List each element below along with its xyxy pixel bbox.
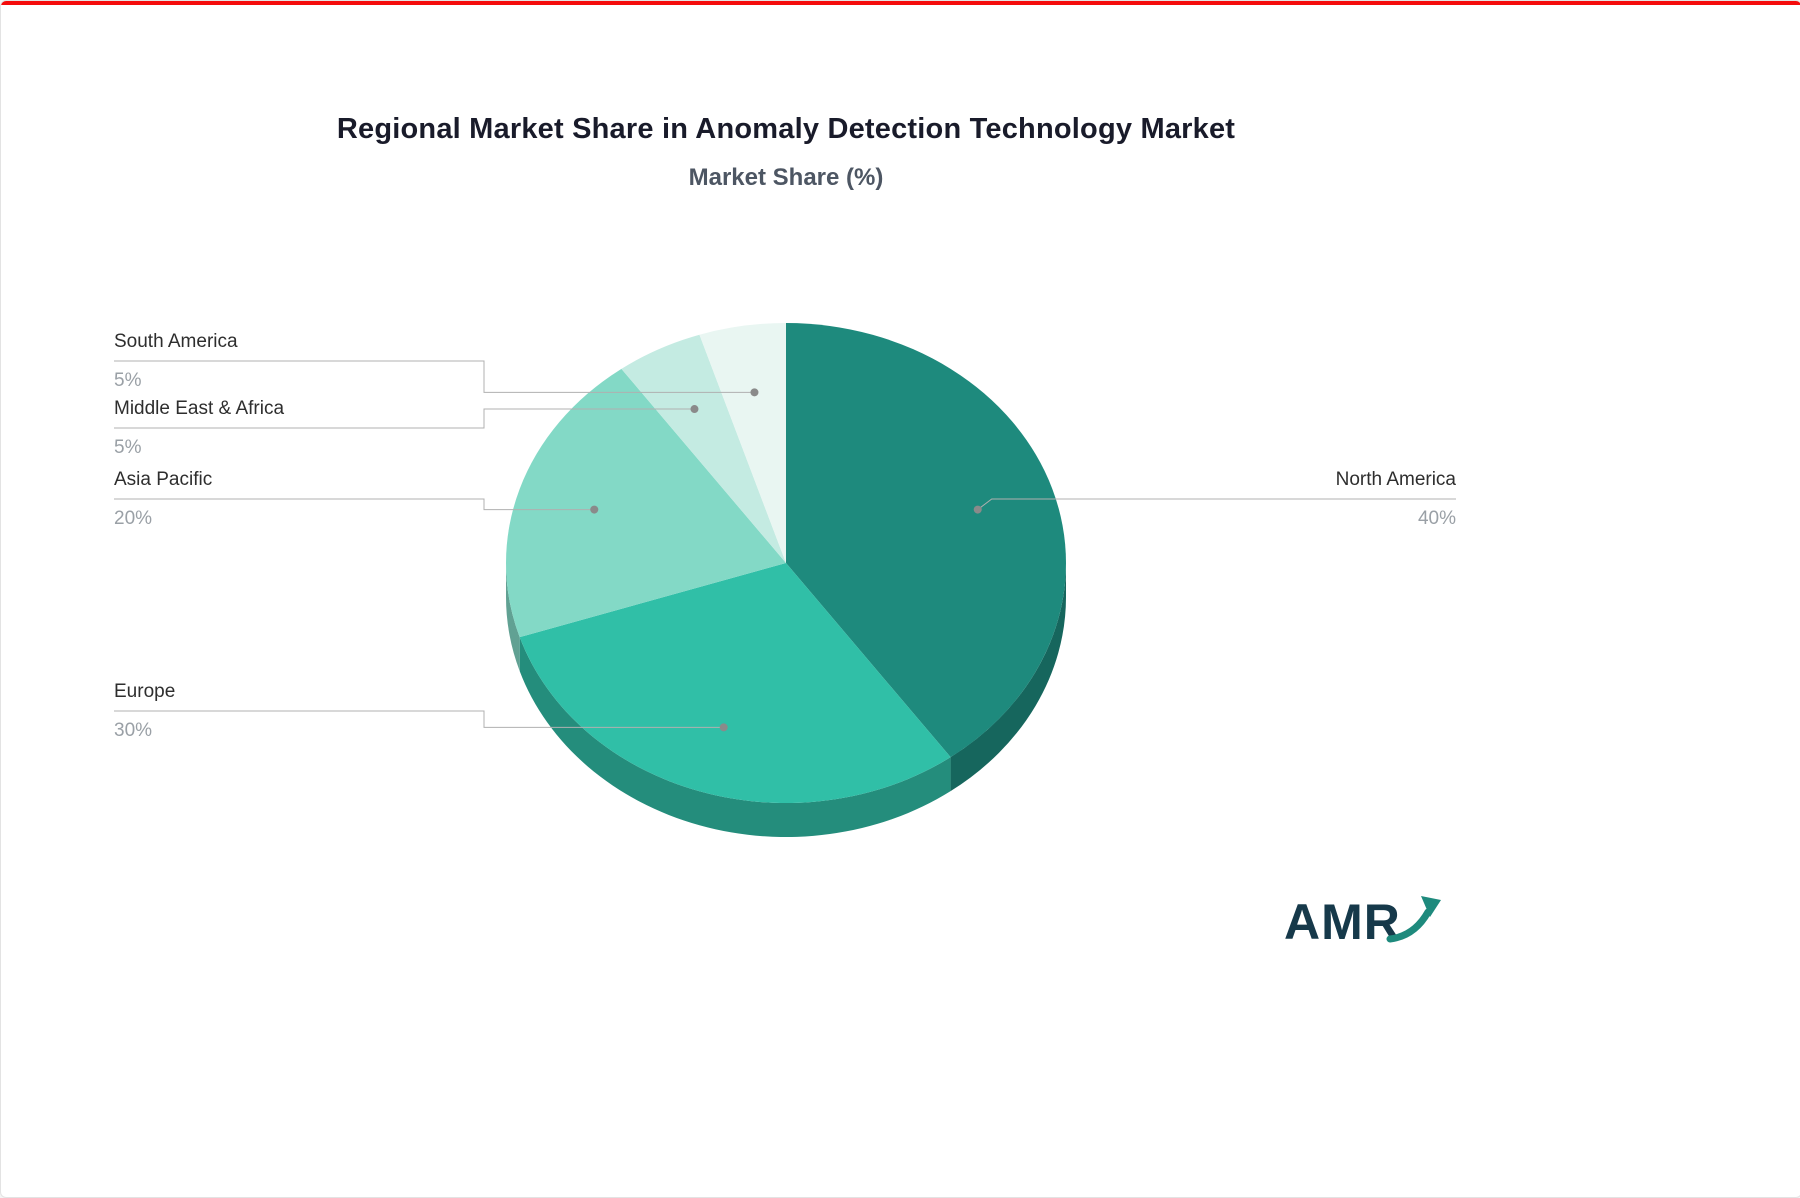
amr-logo: AMR (1284, 894, 1443, 950)
pie-slice[interactable] (699, 323, 786, 563)
slice-label-name: Asia Pacific (114, 469, 213, 490)
top-accent-line (1, 1, 1800, 5)
slice-label-value: 40% (1417, 508, 1456, 529)
chart-subtitle: Market Share (%) (688, 164, 884, 191)
leader-dot (973, 505, 982, 514)
slice-label-name: North America (1335, 469, 1456, 490)
slice-label-name: Europe (114, 681, 176, 702)
leader-dot (750, 388, 759, 397)
title-block: Regional Market Share in Anomaly Detecti… (1, 113, 1571, 192)
leader-line (114, 498, 595, 511)
amr-logo-text: AMR (1284, 894, 1401, 950)
slice-label-value: 5% (114, 437, 142, 458)
leader-line (114, 710, 724, 728)
slice-label-value: 5% (114, 370, 142, 391)
leader-dot (719, 723, 728, 732)
leader-line (977, 498, 1456, 511)
leader-dot (690, 405, 699, 414)
leader-dot (590, 505, 599, 514)
leader-line (114, 408, 695, 429)
pie-slice-side (950, 563, 1066, 792)
pie-slice[interactable] (786, 323, 1066, 758)
leader-line (114, 360, 755, 393)
pie-slice[interactable] (506, 368, 786, 638)
amr-logo-arrow-icon (1386, 896, 1441, 943)
pie-slice[interactable] (621, 334, 786, 563)
slice-label-name: Middle East & Africa (114, 398, 285, 419)
pie-slice-side (506, 563, 520, 672)
pie-slice-side (519, 637, 951, 837)
slice-label-value: 30% (114, 720, 153, 741)
pie-slice[interactable] (519, 563, 951, 803)
chart-title: Regional Market Share in Anomaly Detecti… (336, 113, 1236, 145)
slice-label-value: 20% (114, 508, 153, 529)
slice-label-name: South America (114, 331, 238, 352)
